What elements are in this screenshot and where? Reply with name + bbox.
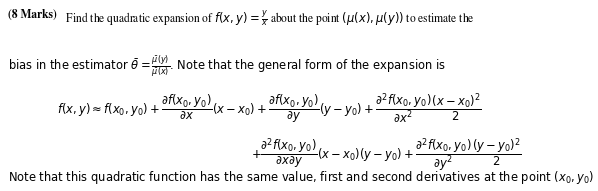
Text: $f(x, y) \approx f(x_0, y_0) + \dfrac{\partial f(x_0, y_0)}{\partial x}(x - x_0): $f(x, y) \approx f(x_0, y_0) + \dfrac{\p… [57, 92, 481, 126]
Text: $+ \dfrac{\partial^2 f(x_0, y_0)}{\partial x\partial y}(x - x_0)(y - y_0) + \dfr: $+ \dfrac{\partial^2 f(x_0, y_0)}{\parti… [251, 137, 522, 174]
Text: bias in the estimator $\bar{\theta} = \frac{\bar{\mu}(y)}{\bar{\mu}(x)}$. Note t: bias in the estimator $\bar{\theta} = \f… [8, 53, 446, 79]
Text: Find the quadratic expansion of $f(x, y) = \frac{y}{x}$ about the point $(\mu(x): Find the quadratic expansion of $f(x, y)… [63, 9, 475, 28]
Text: Note that this quadratic function has the same value, first and second derivativ: Note that this quadratic function has th… [8, 169, 594, 186]
Text: (8 Marks): (8 Marks) [8, 9, 57, 21]
